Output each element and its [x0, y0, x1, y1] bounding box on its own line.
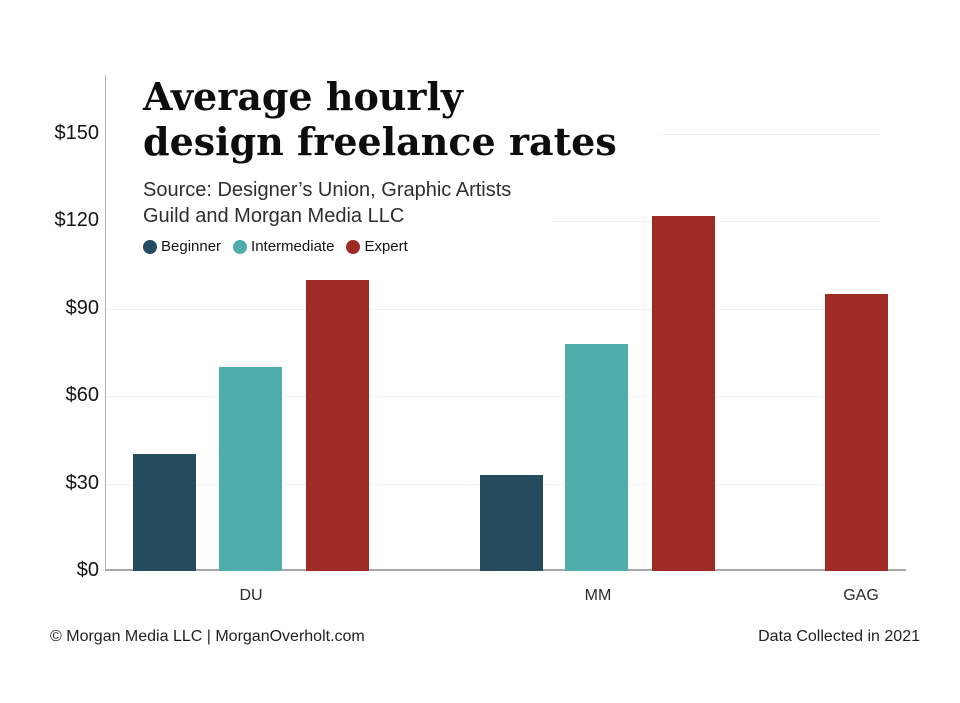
y-tick-90: $90	[65, 297, 99, 319]
chart-title-line1: Average hourly	[143, 74, 463, 119]
gridline-120	[552, 221, 880, 222]
x-label-mm: MM	[584, 587, 612, 604]
legend-dot-intermediate	[233, 239, 248, 254]
footer: © Morgan Media LLC | MorganOverholt.com …	[50, 628, 920, 646]
footer-data-collected: Data Collected in 2021	[758, 628, 920, 645]
y-tick-0: $0	[76, 559, 99, 581]
y-tick-60: $60	[65, 384, 99, 406]
bar-du-expert	[306, 280, 369, 571]
bar-gag-expert	[825, 294, 888, 571]
y-tick-30: $30	[65, 472, 99, 494]
footer-copyright: © Morgan Media LLC | MorganOverholt.com	[50, 628, 365, 645]
chart-header: Average hourly design freelance rates Sou…	[143, 74, 617, 255]
y-tick-120: $120	[54, 209, 100, 231]
legend-dot-beginner	[143, 239, 157, 254]
y-tick-150: $150	[54, 122, 100, 144]
x-label-du: DU	[239, 587, 263, 604]
chart-subtitle-line1: Source: Designer’s Union, Graphic Artist…	[143, 179, 512, 201]
y-axis-line	[105, 75, 106, 571]
x-label-gag: GAG	[843, 587, 879, 604]
legend-item-expert: Expert	[346, 238, 408, 255]
chart-subtitle: Source: Designer’s Union, Graphic Artist…	[143, 177, 617, 229]
bar-du-intermediate	[219, 367, 282, 571]
bar-mm-intermediate	[565, 344, 628, 571]
legend-dot-expert	[346, 239, 361, 254]
gridline-90	[106, 309, 880, 310]
legend-label-beginner: Beginner	[161, 238, 222, 255]
legend-label-intermediate: Intermediate	[251, 238, 335, 255]
legend-item-beginner: Beginner	[143, 238, 221, 255]
chart-title: Average hourly design freelance rates	[143, 74, 617, 164]
chart-title-line2: design freelance rates	[143, 119, 617, 164]
gridline-60	[106, 396, 880, 397]
bar-mm-beginner	[480, 475, 543, 571]
chart-subtitle-line2: Guild and Morgan Media LLC	[143, 205, 405, 227]
gridline-150	[659, 134, 880, 135]
legend-item-intermediate: Intermediate	[233, 238, 334, 255]
legend-label-expert: Expert	[364, 238, 408, 255]
bar-du-beginner	[133, 454, 196, 571]
legend: Beginner Intermediate Expert	[143, 238, 617, 255]
bar-mm-expert	[652, 216, 715, 571]
